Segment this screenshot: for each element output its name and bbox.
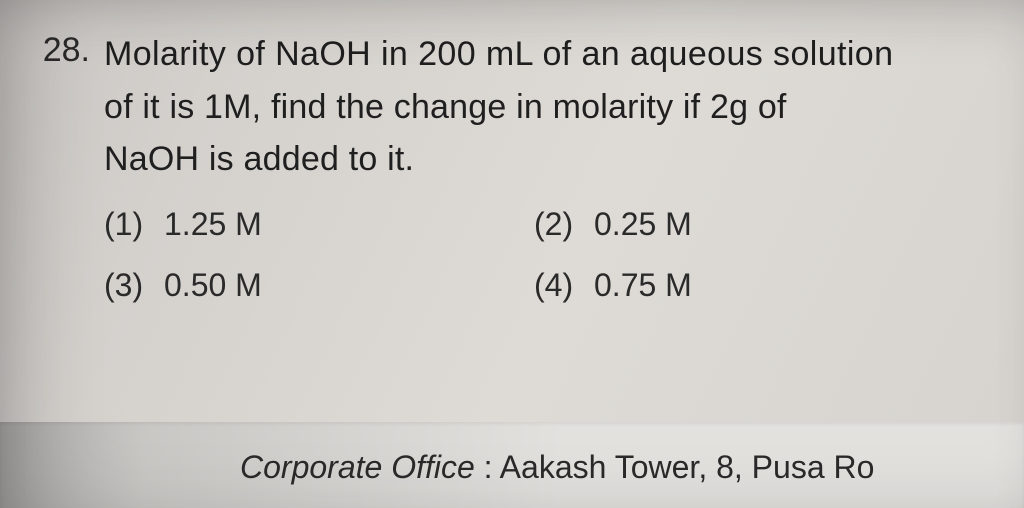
footer-label: Corporate Office [240, 449, 475, 485]
footer-sep: : [475, 449, 500, 485]
option-1-text: 1.25 M [164, 206, 262, 243]
cropped-prev-line [130, 0, 140, 8]
question-number: 28. [34, 28, 104, 74]
option-2-number: (2) [534, 206, 594, 243]
option-3-number: (3) [104, 267, 164, 304]
option-3: (3) 0.50 M [104, 267, 534, 304]
question-line-2: of it is 1M, find the change in molarity… [104, 81, 893, 134]
question-text: Molarity of NaOH in 200 mL of an aqueous… [104, 28, 893, 186]
option-2: (2) 0.25 M [534, 206, 964, 243]
footer-address: Aakash Tower, 8, Pusa Ro [500, 449, 875, 485]
options-grid: (1) 1.25 M (2) 0.25 M (3) 0.50 M (4) 0.7… [34, 206, 1014, 304]
question-line-1: Molarity of NaOH in 200 mL of an aqueous… [104, 28, 893, 81]
option-4: (4) 0.75 M [534, 267, 964, 304]
option-4-number: (4) [534, 267, 594, 304]
option-3-text: 0.50 M [164, 267, 262, 304]
question-line-3: NaOH is added to it. [104, 133, 893, 186]
option-1: (1) 1.25 M [104, 206, 534, 243]
option-4-text: 0.75 M [594, 267, 692, 304]
option-2-text: 0.25 M [594, 206, 692, 243]
question-block: 28. Molarity of NaOH in 200 mL of an aqu… [34, 28, 1014, 186]
footer-text: Corporate Office : Aakash Tower, 8, Pusa… [240, 449, 874, 486]
option-1-number: (1) [104, 206, 164, 243]
